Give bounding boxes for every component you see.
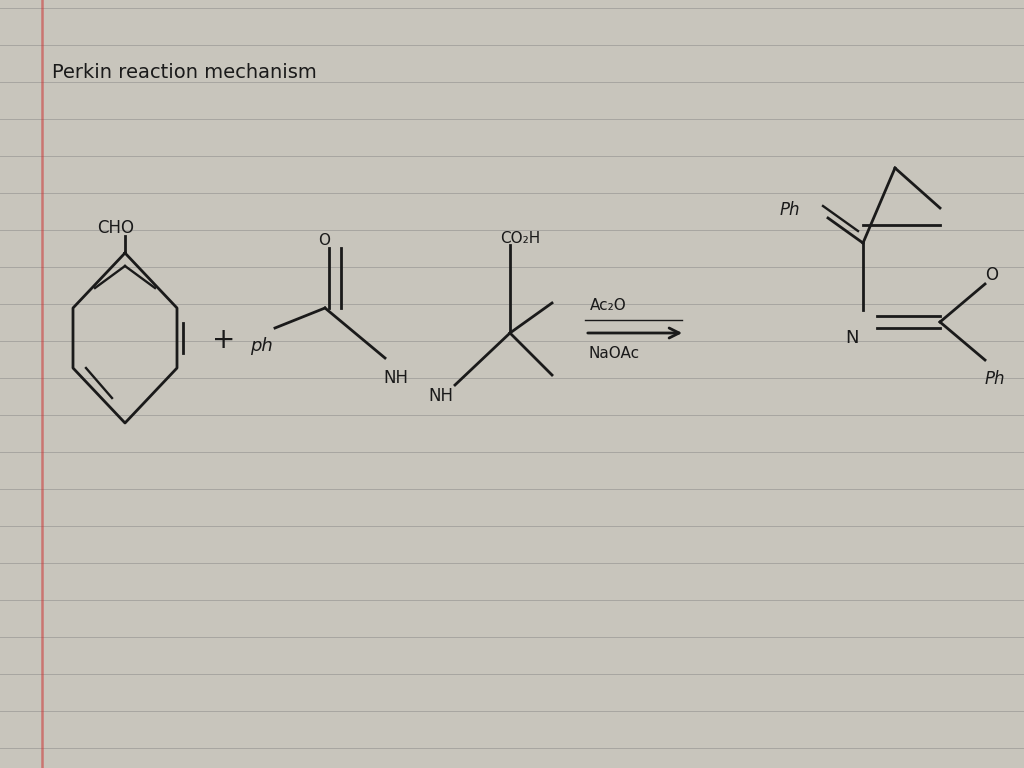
Text: NaOAc: NaOAc bbox=[588, 346, 639, 361]
Text: Perkin reaction mechanism: Perkin reaction mechanism bbox=[52, 63, 316, 82]
Text: N: N bbox=[845, 329, 858, 347]
Text: Ac₂O: Ac₂O bbox=[590, 298, 627, 313]
Text: NH: NH bbox=[428, 387, 453, 405]
Text: CO₂H: CO₂H bbox=[500, 231, 541, 246]
Text: NH: NH bbox=[383, 369, 408, 387]
Text: Ph: Ph bbox=[985, 370, 1006, 388]
Text: Ph: Ph bbox=[780, 201, 801, 219]
Text: O: O bbox=[318, 233, 330, 248]
Text: CHO: CHO bbox=[97, 219, 134, 237]
Text: O: O bbox=[985, 266, 998, 284]
Text: +: + bbox=[212, 326, 236, 354]
Text: ph: ph bbox=[250, 337, 272, 355]
